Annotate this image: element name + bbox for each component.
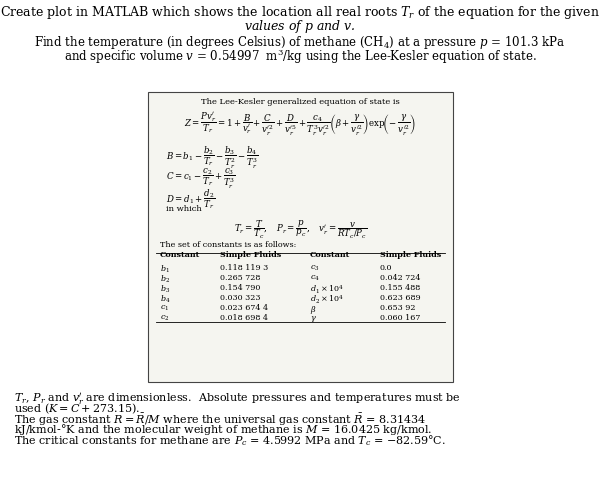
Text: $c_4$: $c_4$	[310, 274, 320, 283]
Text: 0.0: 0.0	[380, 264, 392, 271]
Text: used ($K = C + 273.15$).: used ($K = C + 273.15$).	[14, 401, 140, 415]
Text: values of $p$ and $v$.: values of $p$ and $v$.	[244, 18, 356, 35]
Text: $b_3$: $b_3$	[160, 283, 170, 295]
Text: $d_2 \times 10^4$: $d_2 \times 10^4$	[310, 293, 344, 306]
Text: 0.030 323: 0.030 323	[220, 293, 261, 301]
Text: $T_r$, $P_r$ and $v_r^{\prime}$ are dimensionless.  Absolute pressures and tempe: $T_r$, $P_r$ and $v_r^{\prime}$ are dime…	[14, 390, 461, 406]
Text: $d_1 \times 10^4$: $d_1 \times 10^4$	[310, 283, 344, 296]
Text: 0.042 724: 0.042 724	[380, 274, 420, 281]
Text: 0.154 790: 0.154 790	[220, 283, 261, 291]
Text: Constant: Constant	[310, 251, 350, 258]
Text: $b_4$: $b_4$	[160, 293, 171, 305]
Text: $c_1$: $c_1$	[160, 303, 170, 312]
Text: $c_3$: $c_3$	[310, 264, 320, 273]
Text: The critical constants for methane are $P_c$ = 4.5992 MPa and $T_c$ = −82.59°C.: The critical constants for methane are $…	[14, 432, 446, 447]
Text: 0.060 167: 0.060 167	[380, 313, 420, 321]
Text: in which: in which	[166, 204, 202, 213]
Text: 0.623 689: 0.623 689	[380, 293, 420, 301]
Text: 0.155 488: 0.155 488	[380, 283, 420, 291]
Text: $T_r = \dfrac{T}{T_c},\quad P_r = \dfrac{p}{p_c},\quad v_r^{\prime} = \dfrac{v}{: $T_r = \dfrac{T}{T_c},\quad P_r = \dfrac…	[234, 218, 367, 240]
Text: $b_1$: $b_1$	[160, 264, 170, 275]
Text: kJ/kmol-°K and the molecular weight of methane is $M$ = 16.0425 kg/kmol.: kJ/kmol-°K and the molecular weight of m…	[14, 421, 432, 437]
Text: Simple Fluids: Simple Fluids	[380, 251, 441, 258]
Text: Constant: Constant	[160, 251, 200, 258]
Text: $b_2$: $b_2$	[160, 274, 170, 285]
FancyBboxPatch shape	[148, 93, 453, 382]
Text: $\gamma$: $\gamma$	[310, 313, 317, 324]
Text: $B = b_1 - \dfrac{b_2}{T_r} - \dfrac{b_3}{T_r^2} - \dfrac{b_4}{T_r^3}$: $B = b_1 - \dfrac{b_2}{T_r} - \dfrac{b_3…	[166, 144, 259, 171]
Text: The Lee-Kesler generalized equation of state is: The Lee-Kesler generalized equation of s…	[201, 98, 400, 106]
Text: Create plot in MATLAB which shows the location all real roots $T_r$ of the equat: Create plot in MATLAB which shows the lo…	[0, 4, 599, 21]
Text: $C = c_1 - \dfrac{c_2}{T_r} + \dfrac{c_3}{T_r^3}$: $C = c_1 - \dfrac{c_2}{T_r} + \dfrac{c_3…	[166, 167, 235, 191]
Text: 0.265 728: 0.265 728	[220, 274, 261, 281]
Text: $c_2$: $c_2$	[160, 313, 170, 323]
Text: $\beta$: $\beta$	[310, 303, 316, 315]
Text: 0.653 92: 0.653 92	[380, 303, 416, 312]
Text: Simple Fluids: Simple Fluids	[220, 251, 282, 258]
Text: The gas constant $R = \bar{R}/M$ where the universal gas constant $\bar{R}$ = 8.: The gas constant $R = \bar{R}/M$ where t…	[14, 411, 426, 427]
Text: 0.018 698 4: 0.018 698 4	[220, 313, 268, 321]
Text: 0.023 674 4: 0.023 674 4	[220, 303, 268, 312]
Text: $D = d_1 + \dfrac{d_2}{T_r}$: $D = d_1 + \dfrac{d_2}{T_r}$	[166, 187, 215, 210]
Text: and specific volume $v$ = 0.54997  m$^3$/kg using the Lee-Kesler equation of sta: and specific volume $v$ = 0.54997 m$^3$/…	[63, 47, 537, 66]
Text: Find the temperature (in degrees Celsius) of methane (CH$_4$) at a pressure $p$ : Find the temperature (in degrees Celsius…	[34, 34, 565, 51]
Text: $Z = \dfrac{Pv_{r}^{\prime}}{T_r} = 1 + \dfrac{B}{v_r^{\prime}} + \dfrac{C}{v_r^: $Z = \dfrac{Pv_{r}^{\prime}}{T_r} = 1 + …	[184, 111, 417, 138]
Text: 0.118 119 3: 0.118 119 3	[220, 264, 268, 271]
Text: The set of constants is as follows:: The set of constants is as follows:	[160, 240, 297, 249]
